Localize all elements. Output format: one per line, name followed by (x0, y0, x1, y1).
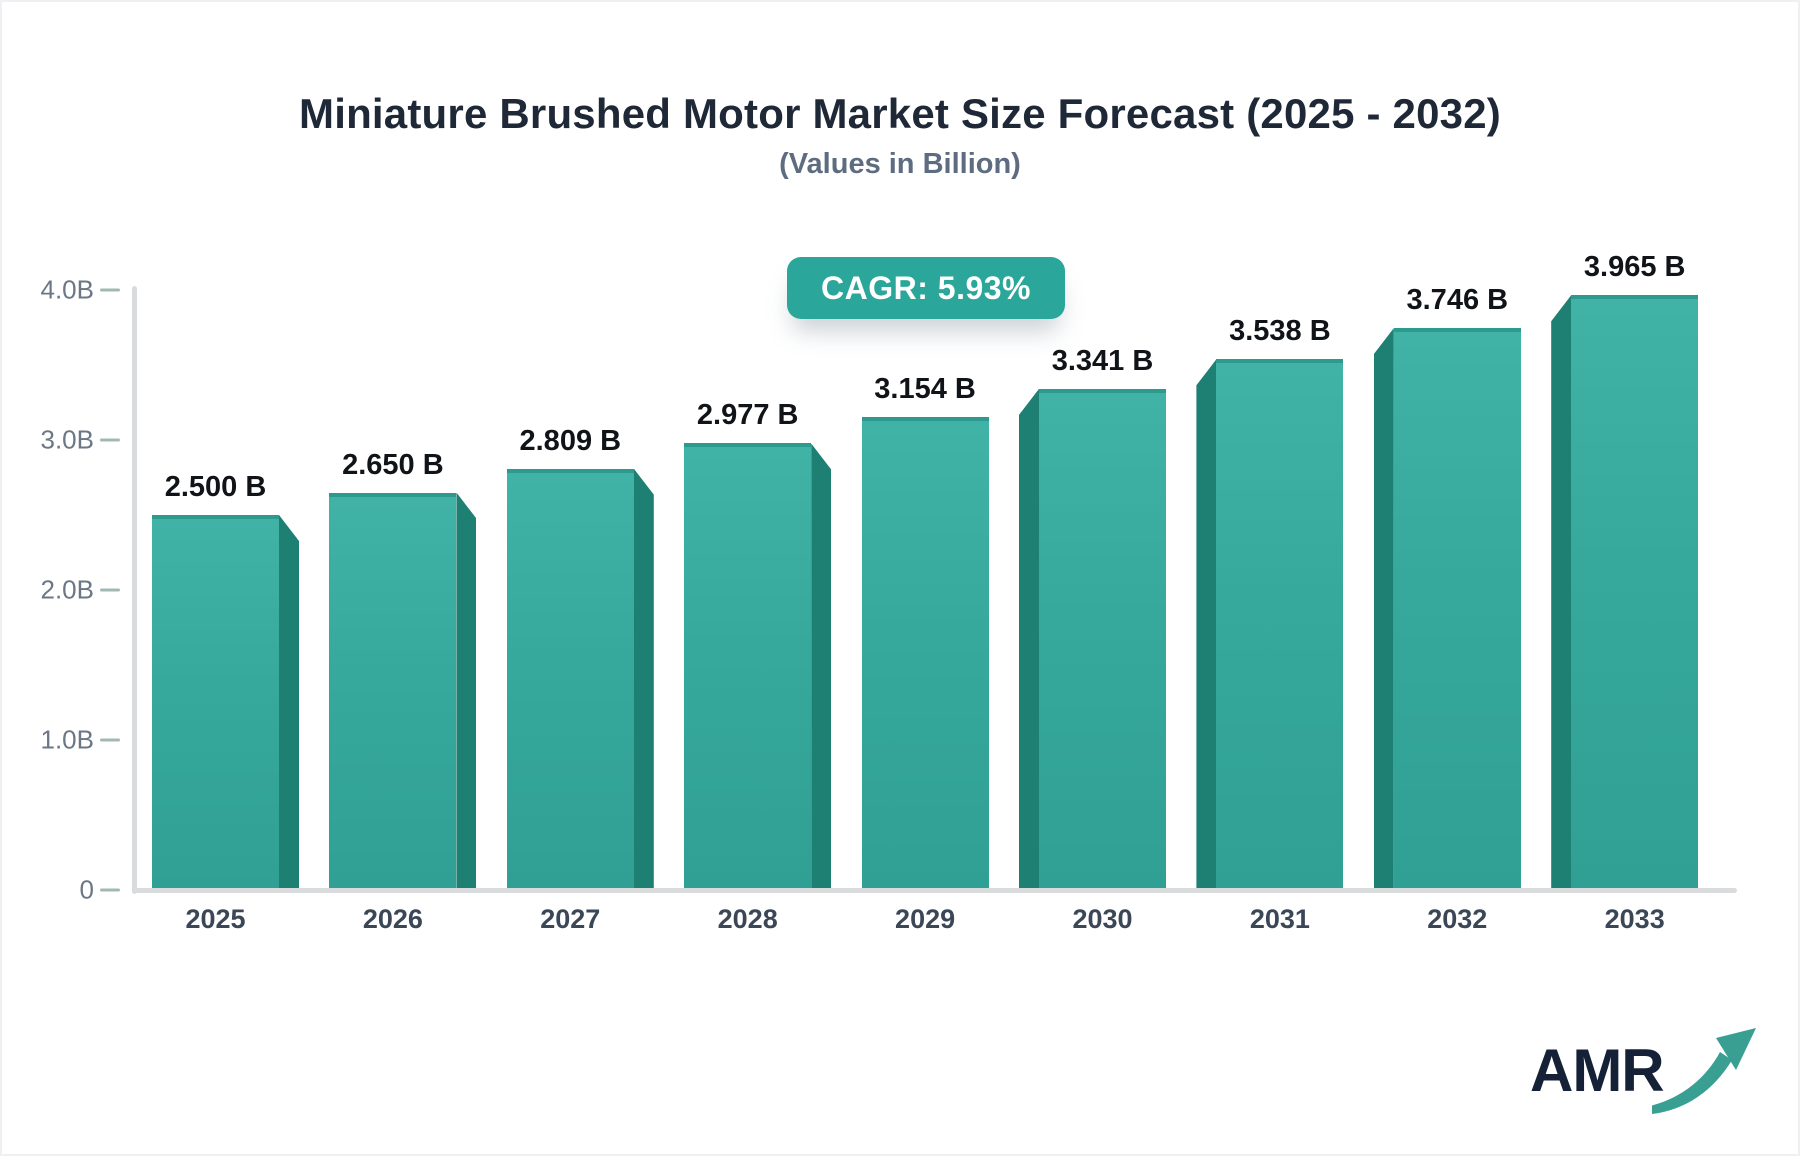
y-tick-dash (100, 888, 120, 892)
y-tick-dash (100, 288, 120, 292)
bar-2027 (506, 468, 654, 891)
y-tick-label: 1.0B (40, 724, 95, 755)
growth-arrow-icon (1652, 1028, 1756, 1114)
bar-face (1039, 388, 1166, 891)
cagr-badge-label: CAGR: 5.93% (821, 269, 1031, 306)
bar-value-label: 2.809 B (519, 424, 622, 457)
bar-face (1216, 359, 1344, 891)
bar-face (329, 492, 457, 891)
y-tick-label: 0 (79, 874, 94, 905)
bar-face (684, 443, 812, 891)
x-axis-label: 2028 (717, 904, 778, 934)
x-axis-label: 2029 (895, 904, 956, 934)
bar-value-label: 2.500 B (164, 471, 267, 503)
x-axis-label: 2033 (1604, 904, 1665, 934)
bar-value-label: 2.977 B (696, 399, 799, 432)
bar-value-label: 3.341 B (1051, 344, 1154, 377)
bar-side-face (279, 515, 299, 891)
amr-logo-text: AMR (1530, 1037, 1665, 1104)
bar-side-face (456, 492, 477, 891)
bar-face (506, 468, 634, 891)
bar-side-face (811, 443, 832, 891)
x-axis-label: 2025 (185, 904, 246, 934)
bar-2032 (1373, 328, 1541, 891)
bar-2033 (1551, 295, 1718, 891)
bar-2028 (684, 443, 832, 891)
y-tick-label: 3.0B (40, 424, 95, 455)
bar-2029 (861, 416, 1009, 891)
x-axis-label: 2027 (540, 904, 601, 934)
bar-value-label: 3.154 B (874, 372, 976, 405)
bar-2031 (1196, 359, 1363, 891)
bar-2025 (152, 515, 299, 891)
bar-side-face (1019, 388, 1039, 891)
bar-face (1393, 328, 1521, 891)
bar-side-face (1551, 295, 1572, 891)
y-tick-label: 2.0B (40, 574, 95, 605)
bar-2026 (329, 492, 477, 891)
x-axis-label: 2030 (1072, 904, 1133, 934)
y-tick-label: 4.0B (40, 274, 95, 305)
chart-title: Miniature Brushed Motor Market Size Fore… (299, 90, 1501, 137)
amr-logo: AMR (1530, 1024, 1760, 1124)
bar-side-face (1196, 359, 1217, 891)
cagr-badge: CAGR: 5.93% (787, 257, 1065, 319)
bar-side-face (633, 468, 654, 891)
bar-value-label: 2.650 B (342, 448, 444, 481)
y-tick-dash (100, 438, 120, 442)
x-axis-line (132, 888, 1737, 893)
bar-face (861, 416, 989, 891)
bar-value-label: 3.746 B (1406, 284, 1509, 317)
y-tick-dash (100, 588, 120, 592)
bar-side-face (1373, 328, 1394, 891)
x-axis-label: 2031 (1249, 904, 1310, 934)
x-axis-label: 2032 (1427, 904, 1488, 934)
bar-value-label: 3.965 B (1583, 251, 1686, 284)
y-axis-line (132, 286, 137, 894)
chart-subtitle: (Values in Billion) (779, 148, 1021, 180)
bar-face (1571, 295, 1699, 891)
bar-face (152, 515, 279, 891)
bar-value-label: 3.538 B (1229, 315, 1331, 348)
bar-2030 (1019, 388, 1186, 891)
x-axis-label: 2026 (362, 904, 423, 934)
y-tick-dash (100, 738, 120, 742)
